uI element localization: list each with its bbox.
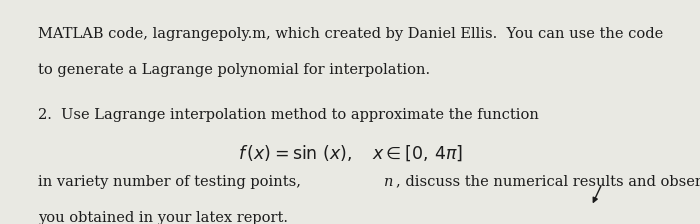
Text: to generate a Lagrange polynomial for interpolation.: to generate a Lagrange polynomial for in… (38, 63, 430, 77)
Text: $f\,(x) = \sin\,(x),\quad x \in [0,\,4\pi]$: $f\,(x) = \sin\,(x),\quad x \in [0,\,4\p… (237, 143, 463, 163)
Text: 2.  Use Lagrange interpolation method to approximate the function: 2. Use Lagrange interpolation method to … (38, 108, 540, 121)
Text: , discuss the numerical results and observations: , discuss the numerical results and obse… (396, 175, 700, 189)
Text: you obtained in your latex report.: you obtained in your latex report. (38, 211, 288, 224)
Text: MATLAB code, lagrangepoly.m, which created by Daniel Ellis.  You can use the cod: MATLAB code, lagrangepoly.m, which creat… (38, 27, 664, 41)
Text: n: n (384, 175, 393, 189)
Text: in variety number of testing points,: in variety number of testing points, (38, 175, 306, 189)
